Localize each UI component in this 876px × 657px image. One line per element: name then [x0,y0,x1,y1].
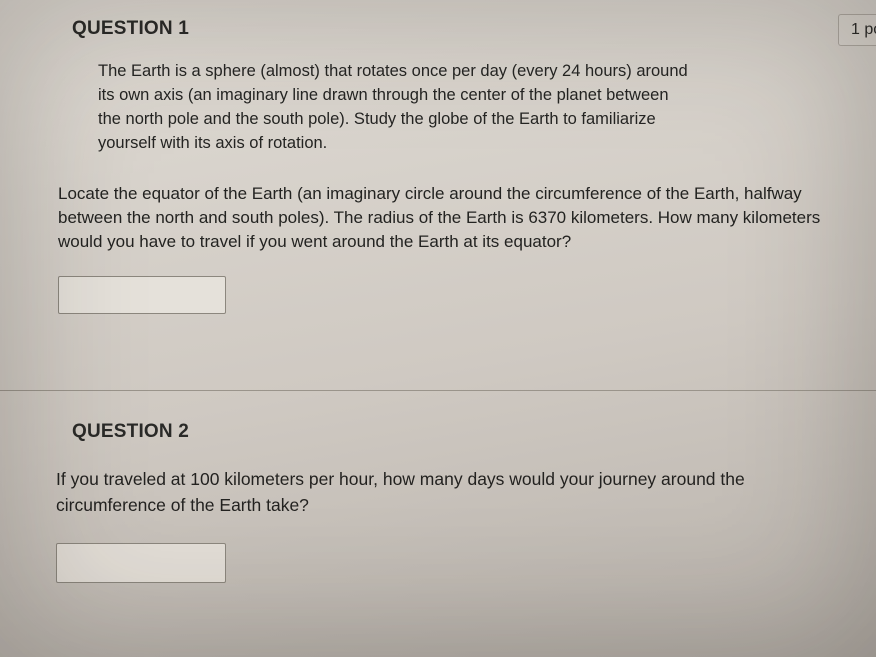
quiz-page: QUESTION 1 1 po The Earth is a sphere (a… [0,0,876,657]
question-2-prompt: If you traveled at 100 kilometers per ho… [0,467,876,519]
question-1-intro: The Earth is a sphere (almost) that rota… [0,60,760,156]
question-2-title: QUESTION 2 [72,421,189,442]
question-2-block: QUESTION 2 If you traveled at 100 kilome… [0,391,876,583]
question-1-block: QUESTION 1 1 po The Earth is a sphere (a… [0,0,876,344]
question-1-title: QUESTION 1 [72,18,189,39]
points-badge: 1 po [838,14,876,46]
points-label: 1 po [851,21,876,38]
question-1-answer-input[interactable] [58,276,226,314]
question-2-header: QUESTION 2 [0,391,876,467]
question-1-prompt: Locate the equator of the Earth (an imag… [0,182,876,254]
question-2-answer-input[interactable] [56,543,226,583]
question-1-header: QUESTION 1 1 po [0,18,876,60]
